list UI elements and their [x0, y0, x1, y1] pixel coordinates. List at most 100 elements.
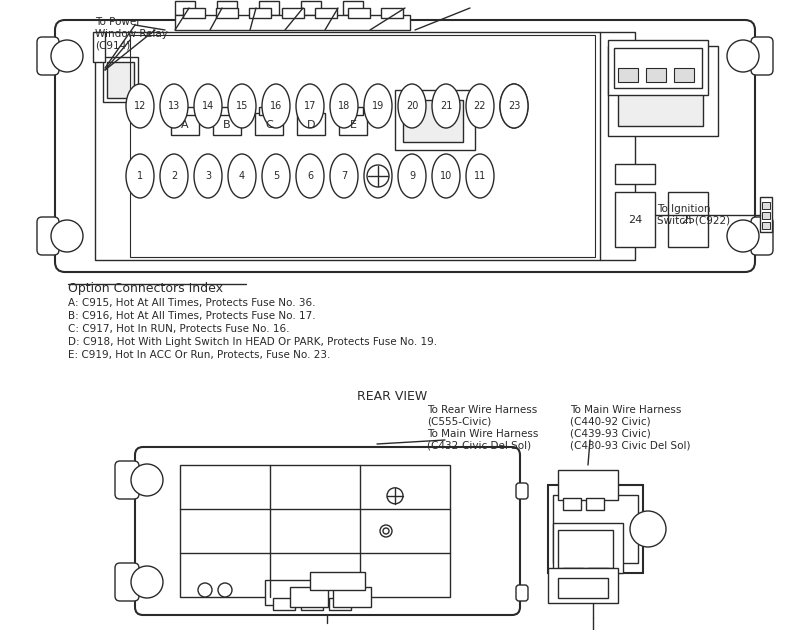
Text: 19: 19: [372, 101, 384, 111]
Bar: [282, 8, 304, 18]
Ellipse shape: [228, 84, 256, 128]
Bar: [273, 598, 295, 610]
Text: 17: 17: [304, 101, 316, 111]
Text: 18: 18: [338, 101, 350, 111]
Text: B: C916, Hot At All Times, Protects Fuse No. 17.: B: C916, Hot At All Times, Protects Fuse…: [68, 311, 316, 321]
Ellipse shape: [432, 154, 460, 198]
Bar: [217, 1, 237, 15]
Text: 5: 5: [273, 171, 279, 181]
Ellipse shape: [126, 154, 154, 198]
Bar: [100, 95, 420, 145]
Circle shape: [727, 40, 759, 72]
Ellipse shape: [500, 84, 528, 128]
Bar: [171, 113, 199, 135]
Bar: [301, 1, 321, 15]
Bar: [107, 62, 134, 98]
Text: To Main Wire Harness: To Main Wire Harness: [427, 429, 539, 439]
Bar: [216, 8, 238, 18]
Bar: [395, 90, 475, 150]
Circle shape: [630, 511, 666, 547]
Bar: [130, 35, 595, 257]
Text: 2: 2: [171, 171, 177, 181]
Text: 16: 16: [270, 101, 282, 111]
Ellipse shape: [296, 154, 324, 198]
Text: A: A: [181, 120, 189, 130]
Text: 9: 9: [409, 171, 415, 181]
Ellipse shape: [330, 84, 358, 128]
Text: 25: 25: [681, 215, 695, 225]
Text: (C440-92 Civic): (C440-92 Civic): [570, 417, 651, 427]
Ellipse shape: [160, 154, 188, 198]
Text: To Power
Window Relay
(C914): To Power Window Relay (C914): [95, 17, 168, 50]
Text: D: C918, Hot With Light Switch In HEAD Or PARK, Protects Fuse No. 19.: D: C918, Hot With Light Switch In HEAD O…: [68, 337, 437, 347]
Bar: [762, 202, 770, 209]
Circle shape: [131, 566, 163, 598]
Bar: [558, 470, 618, 500]
Bar: [217, 107, 237, 115]
Bar: [180, 465, 450, 597]
Bar: [301, 107, 321, 115]
Bar: [553, 523, 623, 573]
Circle shape: [380, 525, 392, 537]
Bar: [615, 164, 655, 184]
Ellipse shape: [160, 84, 188, 128]
Bar: [586, 498, 604, 510]
Text: 12: 12: [133, 101, 146, 111]
Bar: [668, 192, 708, 247]
Bar: [563, 568, 583, 583]
Text: To Rear Wire Harness: To Rear Wire Harness: [427, 405, 537, 415]
Text: 6: 6: [307, 171, 313, 181]
Bar: [762, 212, 770, 219]
Ellipse shape: [466, 84, 494, 128]
Text: 20: 20: [406, 101, 418, 111]
Text: E: C919, Hot In ACC Or Run, Protects, Fuse No. 23.: E: C919, Hot In ACC Or Run, Protects, Fu…: [68, 350, 330, 360]
Circle shape: [131, 464, 163, 496]
Ellipse shape: [398, 84, 426, 128]
Bar: [310, 572, 365, 590]
Bar: [608, 40, 708, 95]
Bar: [343, 107, 363, 115]
Text: Option Connectors Index: Option Connectors Index: [68, 282, 223, 295]
Text: 1: 1: [137, 171, 143, 181]
Text: To Ignition
Switch (C922): To Ignition Switch (C922): [657, 204, 730, 226]
Circle shape: [367, 165, 389, 187]
FancyBboxPatch shape: [37, 217, 59, 255]
Ellipse shape: [466, 154, 494, 198]
Circle shape: [383, 528, 389, 534]
Circle shape: [51, 220, 83, 252]
Ellipse shape: [194, 84, 222, 128]
Bar: [259, 107, 279, 115]
Ellipse shape: [364, 154, 392, 198]
Ellipse shape: [262, 84, 290, 128]
Text: (C555-Civic): (C555-Civic): [427, 417, 491, 427]
Text: C: C: [265, 120, 273, 130]
Bar: [297, 113, 325, 135]
Bar: [674, 68, 694, 82]
Circle shape: [51, 40, 83, 72]
Bar: [558, 530, 613, 568]
Circle shape: [198, 583, 212, 597]
FancyBboxPatch shape: [55, 20, 755, 272]
FancyBboxPatch shape: [115, 563, 139, 601]
FancyBboxPatch shape: [516, 483, 528, 499]
Bar: [403, 100, 463, 142]
Text: (C430-93 Civic Del Sol): (C430-93 Civic Del Sol): [570, 441, 691, 451]
Bar: [553, 495, 638, 563]
Ellipse shape: [228, 154, 256, 198]
FancyBboxPatch shape: [751, 37, 773, 75]
Text: C: C917, Hot In RUN, Protects Fuse No. 16.: C: C917, Hot In RUN, Protects Fuse No. 1…: [68, 324, 290, 334]
Circle shape: [727, 220, 759, 252]
FancyBboxPatch shape: [115, 461, 139, 499]
Text: (C439-93 Civic): (C439-93 Civic): [570, 429, 651, 439]
Bar: [381, 8, 403, 18]
Bar: [618, 61, 703, 126]
Bar: [646, 68, 666, 82]
Bar: [301, 598, 323, 610]
Text: A: C915, Hot At All Times, Protects Fuse No. 36.: A: C915, Hot At All Times, Protects Fuse…: [68, 298, 316, 308]
Bar: [339, 113, 367, 135]
Bar: [93, 32, 105, 62]
Text: 14: 14: [202, 101, 214, 111]
Ellipse shape: [364, 84, 392, 128]
FancyBboxPatch shape: [135, 447, 520, 615]
Text: E: E: [349, 120, 356, 130]
